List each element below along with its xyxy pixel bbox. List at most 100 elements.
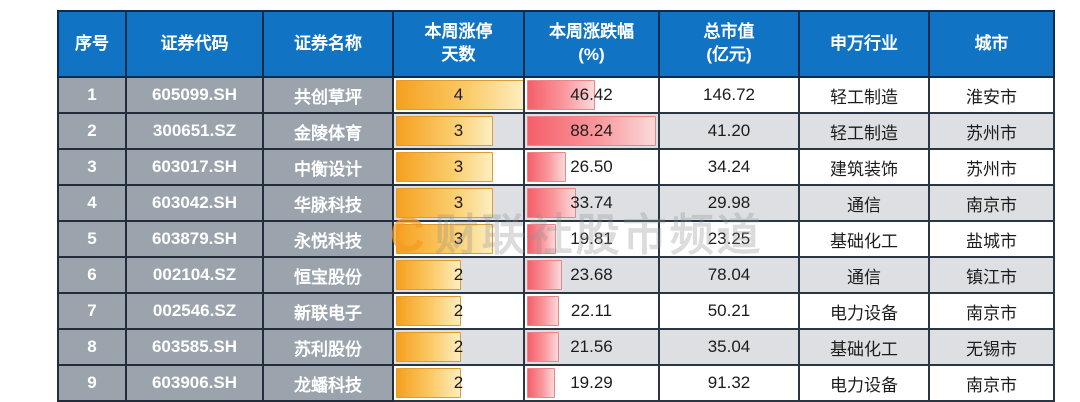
- cell-limit-up-days-value: 2: [453, 265, 464, 284]
- cell-name: 金陵体育: [262, 112, 394, 150]
- cell-index: 5: [57, 220, 127, 258]
- week-change-bar: [527, 80, 595, 110]
- cell-week-change-value: 19.29: [570, 373, 613, 392]
- cell-index: 6: [57, 256, 127, 294]
- cell-market-cap: 41.20: [658, 112, 800, 150]
- col-header-code: 证券代码: [125, 10, 264, 78]
- table-row: 5 603879.SH 永悦科技 3 19.81 23.25 基础化工 盐城市: [57, 220, 1055, 258]
- col-header-market-cap: 总市值 (亿元): [658, 10, 800, 78]
- cell-limit-up-days: 2: [392, 328, 525, 366]
- cell-code: 002104.SZ: [125, 256, 264, 294]
- cell-limit-up-days-value: 2: [453, 301, 464, 320]
- cell-industry: 电力设备: [798, 292, 930, 330]
- cell-week-change: 22.11: [523, 292, 660, 330]
- table-row: 2 300651.SZ 金陵体育 3 88.24 41.20 轻工制造 苏州市: [57, 112, 1055, 150]
- cell-name: 新联电子: [262, 292, 394, 330]
- cell-code: 603017.SH: [125, 148, 264, 186]
- limit-up-days-bar: [396, 332, 461, 362]
- week-change-bar: [527, 332, 559, 362]
- cell-limit-up-days: 2: [392, 364, 525, 402]
- cell-city: 镇江市: [928, 256, 1055, 294]
- cell-city: 南京市: [928, 364, 1055, 402]
- col-header-industry: 申万行业: [798, 10, 930, 78]
- cell-week-change-value: 23.68: [570, 265, 613, 284]
- cell-week-change-value: 33.74: [570, 193, 613, 212]
- cell-industry: 通信: [798, 256, 930, 294]
- cell-city: 无锡市: [928, 328, 1055, 366]
- cell-limit-up-days-value: 3: [453, 193, 464, 212]
- table-body: 1 605099.SH 共创草坪 4 46.42 146.72 轻工制造 淮安市 2 300651…: [57, 76, 1055, 402]
- limit-up-days-bar: [396, 188, 493, 218]
- cell-week-change: 19.81: [523, 220, 660, 258]
- cell-city: 淮安市: [928, 76, 1055, 114]
- cell-week-change: 19.29: [523, 364, 660, 402]
- cell-limit-up-days: 2: [392, 256, 525, 294]
- col-header-name: 证券名称: [262, 10, 394, 78]
- cell-industry: 基础化工: [798, 220, 930, 258]
- cell-week-change: 23.68: [523, 256, 660, 294]
- cell-industry: 通信: [798, 184, 930, 222]
- cell-name: 龙蟠科技: [262, 364, 394, 402]
- cell-city: 南京市: [928, 184, 1055, 222]
- week-change-bar: [527, 188, 577, 218]
- cell-limit-up-days-value: 2: [453, 337, 464, 356]
- cell-city: 苏州市: [928, 148, 1055, 186]
- cell-market-cap: 78.04: [658, 256, 800, 294]
- cell-market-cap: 29.98: [658, 184, 800, 222]
- week-change-bar: [527, 116, 656, 146]
- cell-limit-up-days: 3: [392, 112, 525, 150]
- cell-market-cap: 50.21: [658, 292, 800, 330]
- cell-week-change-value: 46.42: [570, 85, 613, 104]
- table-row: 6 002104.SZ 恒宝股份 2 23.68 78.04 通信 镇江市: [57, 256, 1055, 294]
- limit-up-days-bar: [396, 116, 493, 146]
- table-row: 4 603042.SH 华脉科技 3 33.74 29.98 通信 南京市: [57, 184, 1055, 222]
- cell-index: 1: [57, 76, 127, 114]
- cell-week-change: 33.74: [523, 184, 660, 222]
- cell-code: 300651.SZ: [125, 112, 264, 150]
- cell-week-change-value: 26.50: [570, 157, 613, 176]
- table-row: 3 603017.SH 中衡设计 3 26.50 34.24 建筑装饰 苏州市: [57, 148, 1055, 186]
- cell-name: 永悦科技: [262, 220, 394, 258]
- cell-market-cap: 23.25: [658, 220, 800, 258]
- cell-week-change: 88.24: [523, 112, 660, 150]
- cell-index: 4: [57, 184, 127, 222]
- header-row: 序号 证券代码 证券名称 本周涨停 天数 本周涨跌幅 (%) 总市值 (亿元) …: [57, 10, 1055, 78]
- limit-up-days-bar: [396, 368, 461, 398]
- cell-city: 苏州市: [928, 112, 1055, 150]
- table-row: 8 603585.SH 苏利股份 2 21.56 35.04 基础化工 无锡市: [57, 328, 1055, 366]
- cell-index: 3: [57, 148, 127, 186]
- cell-week-change: 21.56: [523, 328, 660, 366]
- cell-market-cap: 34.24: [658, 148, 800, 186]
- cell-name: 华脉科技: [262, 184, 394, 222]
- cell-code: 603042.SH: [125, 184, 264, 222]
- cell-city: 南京市: [928, 292, 1055, 330]
- table-row: 9 603906.SH 龙蟠科技 2 19.29 91.32 电力设备 南京市: [57, 364, 1055, 402]
- cell-limit-up-days-value: 2: [453, 373, 464, 392]
- cell-industry: 基础化工: [798, 328, 930, 366]
- week-change-bar: [527, 368, 556, 398]
- cell-industry: 电力设备: [798, 364, 930, 402]
- cell-week-change-value: 22.11: [570, 301, 613, 320]
- cell-name: 中衡设计: [262, 148, 394, 186]
- cell-limit-up-days-value: 4: [453, 85, 464, 104]
- limit-up-days-bar: [396, 296, 461, 326]
- cell-index: 9: [57, 364, 127, 402]
- cell-code: 603879.SH: [125, 220, 264, 258]
- limit-up-days-bar: [396, 152, 493, 182]
- cell-limit-up-days-value: 3: [453, 157, 464, 176]
- cell-limit-up-days-value: 3: [453, 229, 464, 248]
- cell-industry: 建筑装饰: [798, 148, 930, 186]
- table-row: 7 002546.SZ 新联电子 2 22.11 50.21 电力设备 南京市: [57, 292, 1055, 330]
- week-change-bar: [527, 260, 562, 290]
- cell-code: 002546.SZ: [125, 292, 264, 330]
- cell-index: 8: [57, 328, 127, 366]
- cell-market-cap: 91.32: [658, 364, 800, 402]
- week-change-bar: [527, 224, 556, 254]
- col-header-week-change: 本周涨跌幅 (%): [523, 10, 660, 78]
- cell-limit-up-days: 2: [392, 292, 525, 330]
- cell-index: 2: [57, 112, 127, 150]
- cell-market-cap: 35.04: [658, 328, 800, 366]
- cell-week-change: 26.50: [523, 148, 660, 186]
- cell-week-change: 46.42: [523, 76, 660, 114]
- limit-up-days-bar: [396, 80, 522, 110]
